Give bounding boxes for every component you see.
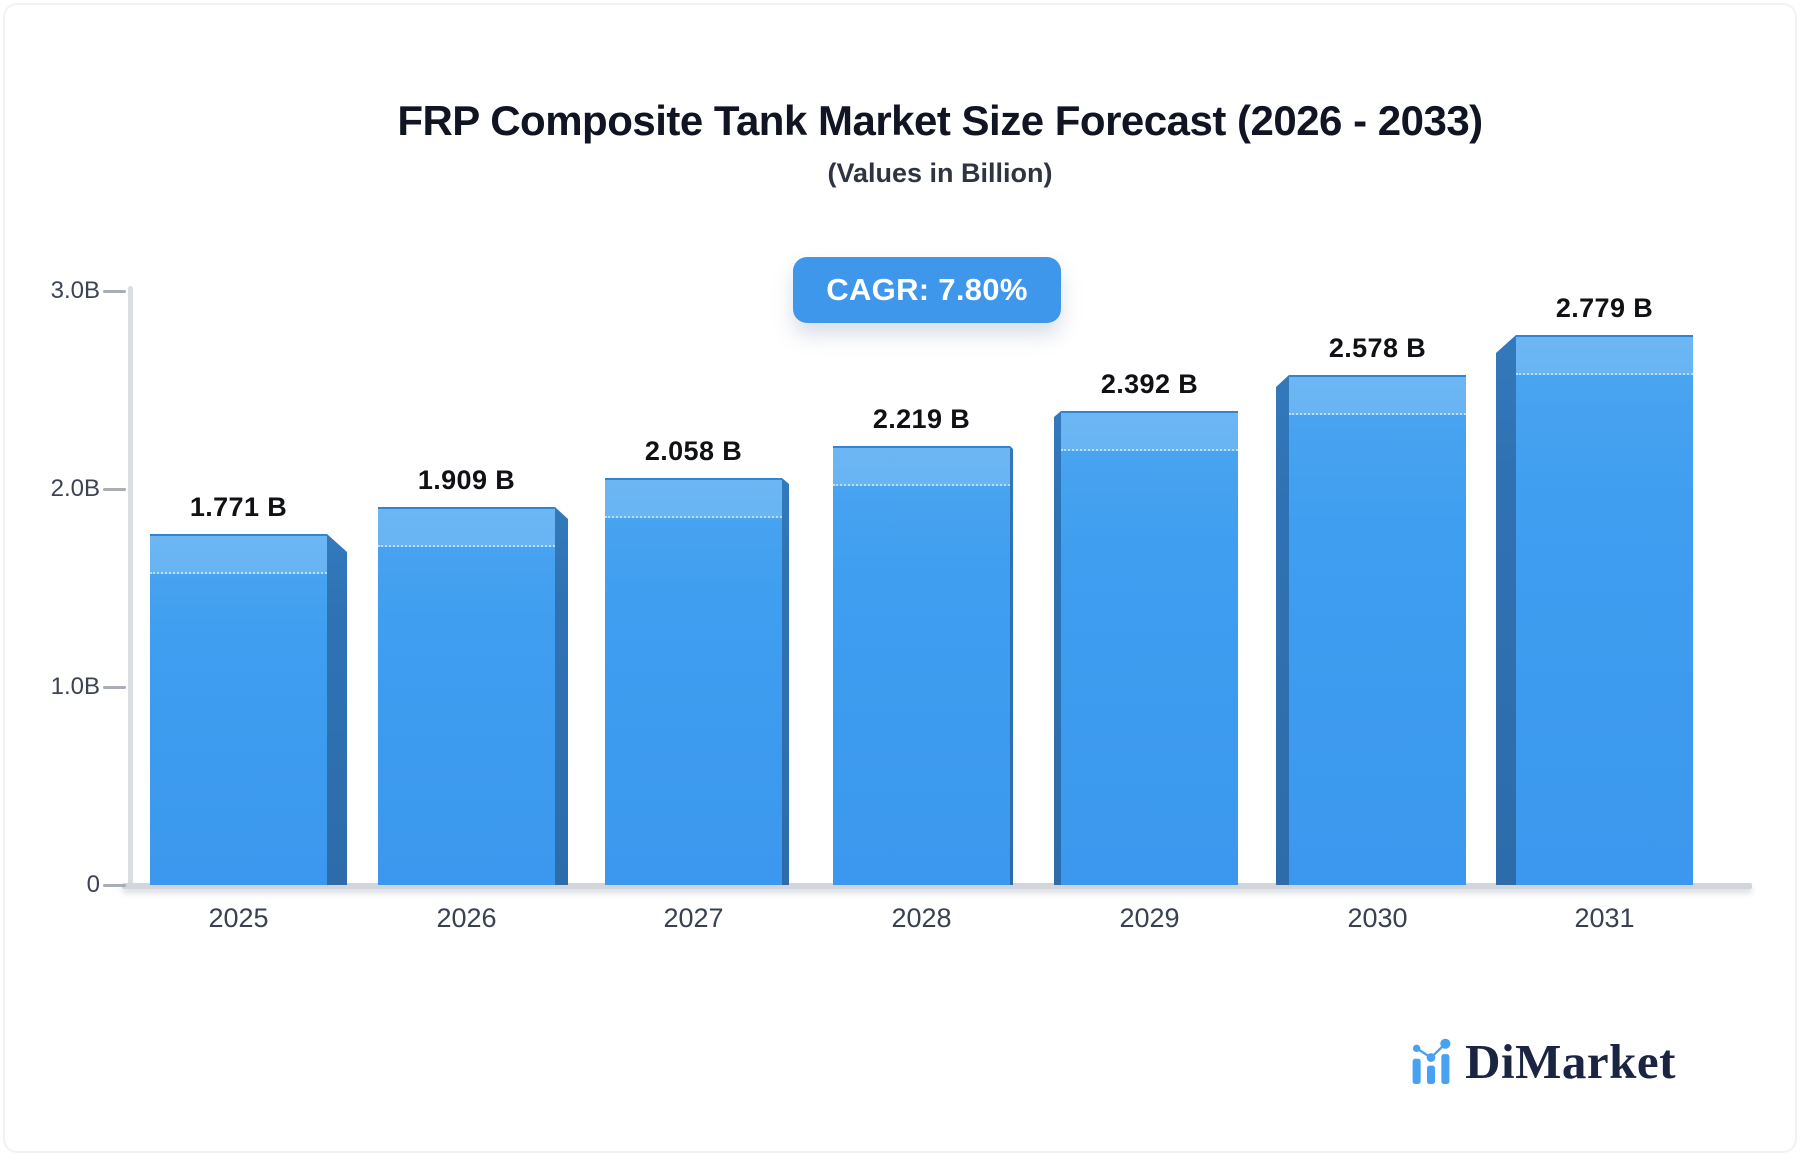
- bar-value-label-2025: 1.771 B: [189, 492, 288, 522]
- y-tick-dash: [103, 488, 126, 491]
- cagr-badge: CAGR: 7.80%: [793, 257, 1061, 323]
- bar-side-face-2026: [555, 507, 568, 885]
- chart-subtitle: (Values in Billion): [827, 158, 1053, 188]
- bar-2029: [1061, 411, 1238, 885]
- bar-value-label-2026: 1.909 B: [417, 465, 516, 495]
- x-axis-label-2028: 2028: [891, 903, 952, 933]
- bar-chart-logo-icon: [1412, 1038, 1451, 1084]
- bar-2027: [605, 478, 782, 885]
- x-axis-label-2025: 2025: [208, 903, 269, 933]
- y-tick-dash: [103, 884, 126, 887]
- bar-side-face-2031: [1496, 335, 1516, 885]
- bar-side-face-2028: [1010, 446, 1013, 885]
- x-axis-baseline: [122, 883, 1752, 889]
- bar-2025: [150, 534, 327, 885]
- cagr-badge-label: CAGR: 7.80%: [826, 272, 1028, 307]
- bar-2026: [378, 507, 555, 885]
- bar-top-highlight: [1516, 337, 1693, 375]
- bar-2031: [1516, 335, 1693, 885]
- bar-top-highlight: [833, 448, 1010, 486]
- bar-value-label-2029: 2.392 B: [1100, 369, 1199, 399]
- y-tick-label: 0: [86, 871, 100, 898]
- y-axis-line: [128, 286, 133, 887]
- bar-top-highlight: [1289, 377, 1466, 415]
- x-axis-label-2029: 2029: [1119, 903, 1180, 933]
- bar-side-face-2027: [782, 478, 789, 885]
- brand-logo-text: DiMarket: [1465, 1033, 1676, 1089]
- chart-title: FRP Composite Tank Market Size Forecast …: [397, 97, 1483, 144]
- bar-value-label-2031: 2.779 B: [1555, 293, 1654, 323]
- bar-side-face-2025: [327, 534, 347, 885]
- bar-value-label-2028: 2.219 B: [872, 404, 971, 434]
- y-tick-dash: [103, 290, 126, 293]
- y-tick-dash: [103, 686, 126, 689]
- bar-side-face-2030: [1276, 375, 1289, 885]
- bar-2030: [1289, 375, 1466, 885]
- bar-top-highlight: [378, 509, 555, 547]
- x-axis-label-2027: 2027: [663, 903, 724, 933]
- x-axis-label-2030: 2030: [1347, 903, 1408, 933]
- bar-top-highlight: [1061, 413, 1238, 451]
- brand-logo: DiMarket: [1410, 1033, 1676, 1089]
- y-tick-label: 3.0B: [50, 277, 100, 304]
- y-tick-label: 2.0B: [50, 475, 100, 502]
- x-axis-label-2026: 2026: [436, 903, 497, 933]
- bar-value-label-2027: 2.058 B: [644, 436, 743, 466]
- bar-top-highlight: [605, 480, 782, 518]
- bar-side-face-2029: [1054, 411, 1061, 885]
- x-axis-label-2031: 2031: [1574, 903, 1635, 933]
- bar-value-label-2030: 2.578 B: [1328, 333, 1427, 363]
- y-tick-label: 1.0B: [50, 673, 100, 700]
- bar-top-highlight: [150, 536, 327, 574]
- bar-2028: [833, 446, 1010, 885]
